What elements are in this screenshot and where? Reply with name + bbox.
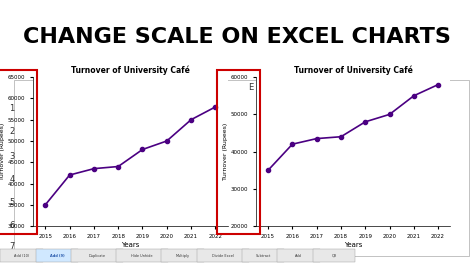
FancyBboxPatch shape [36, 249, 78, 263]
Text: F: F [296, 83, 301, 92]
FancyBboxPatch shape [242, 249, 284, 263]
Text: QR: QR [331, 254, 337, 258]
Text: 1: 1 [9, 105, 15, 114]
Text: Add (10): Add (10) [14, 254, 29, 258]
FancyBboxPatch shape [71, 249, 123, 263]
Y-axis label: Turnover (Rupees): Turnover (Rupees) [0, 123, 5, 180]
Text: 7: 7 [9, 242, 15, 251]
Title: Turnover of University Café: Turnover of University Café [294, 65, 412, 75]
Text: D: D [191, 83, 198, 92]
Text: 4: 4 [9, 175, 15, 184]
Text: 5: 5 [9, 198, 15, 207]
Text: H: H [404, 83, 411, 92]
FancyBboxPatch shape [161, 249, 204, 263]
Text: Duplicate: Duplicate [89, 254, 106, 258]
FancyBboxPatch shape [313, 249, 356, 263]
Text: B: B [82, 83, 88, 92]
Y-axis label: Turnover (Rupees): Turnover (Rupees) [223, 123, 228, 180]
Text: A: A [35, 83, 41, 92]
FancyBboxPatch shape [0, 249, 43, 263]
Text: 3: 3 [9, 152, 15, 161]
Title: Turnover of University Café: Turnover of University Café [71, 65, 190, 75]
X-axis label: Years: Years [344, 242, 362, 248]
Text: Subtract: Subtract [255, 254, 271, 258]
FancyBboxPatch shape [197, 249, 249, 263]
Text: Hide Unhide: Hide Unhide [131, 254, 153, 258]
Text: CHANGE SCALE ON EXCEL CHARTS: CHANGE SCALE ON EXCEL CHARTS [23, 27, 451, 47]
Text: G: G [352, 83, 359, 92]
Text: 2: 2 [9, 127, 15, 136]
Text: C: C [139, 83, 145, 92]
FancyBboxPatch shape [277, 249, 320, 263]
Text: Add (9): Add (9) [49, 254, 64, 258]
Text: E: E [248, 83, 254, 92]
Text: Add: Add [295, 254, 302, 258]
Text: Multiply: Multiply [175, 254, 190, 258]
X-axis label: Years: Years [121, 242, 139, 248]
Text: Divide Excel: Divide Excel [212, 254, 234, 258]
Text: 6: 6 [9, 221, 15, 230]
FancyBboxPatch shape [116, 249, 168, 263]
